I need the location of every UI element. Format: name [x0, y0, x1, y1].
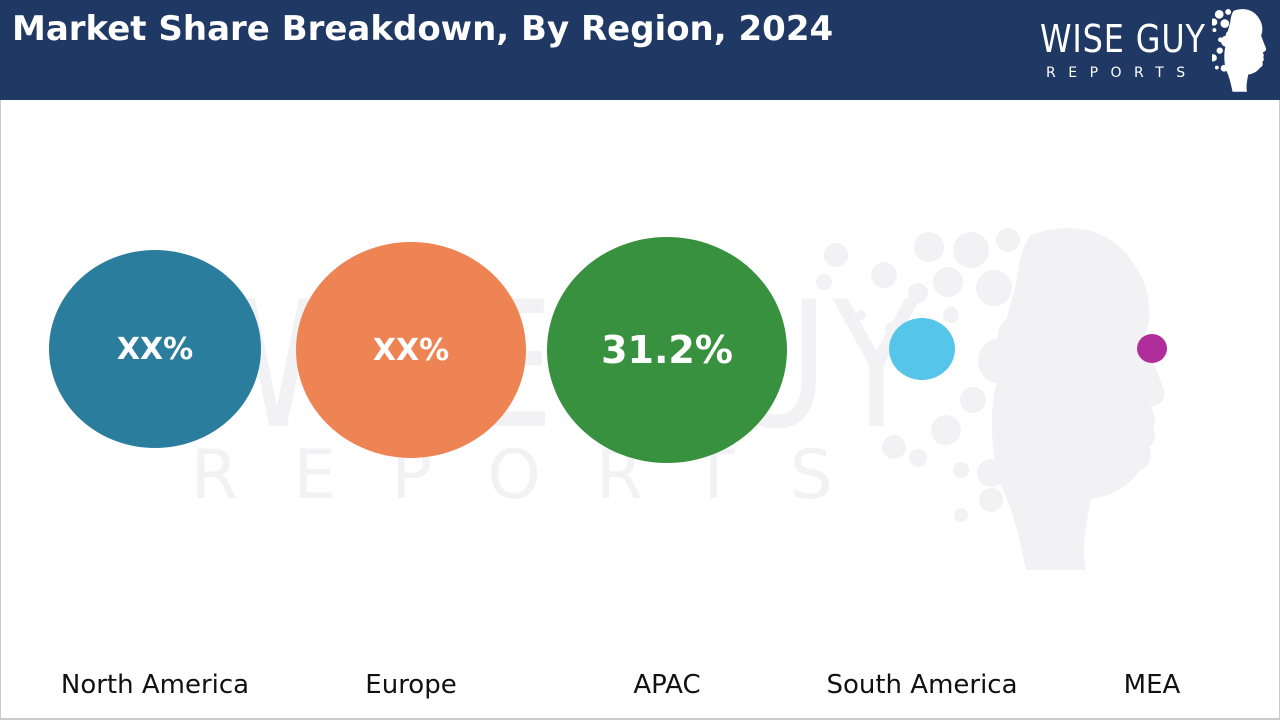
bubble-value-apac: 31.2% — [601, 328, 733, 372]
category-label-europe: Europe — [365, 670, 457, 700]
bubble-europe: XX% — [296, 242, 526, 458]
bubble-south-america — [889, 318, 955, 380]
category-label-north-america: North America — [60, 670, 250, 700]
bubble-mea — [1137, 334, 1167, 363]
wiseguy-logo: WISE GUY REPORTS — [1040, 4, 1270, 96]
chart-title: Market Share Breakdown, By Region, 2024 — [12, 9, 834, 49]
bubble-apac: 31.2% — [547, 237, 787, 463]
category-label-apac: APAC — [633, 670, 701, 700]
category-label-south-america: South America — [826, 670, 1018, 700]
bubble-north-america: XX% — [49, 250, 261, 448]
logo-subtitle: REPORTS — [1046, 64, 1198, 81]
bubble-value-north-america: XX% — [116, 331, 194, 367]
logo-head-icon — [1212, 9, 1267, 92]
chart-area: WISE GUY REPORTS XX% XX% 31.2% — [0, 100, 1280, 720]
logo-wordmark-block: WISE GUY REPORTS — [1040, 20, 1212, 81]
watermark-head-icon — [816, 228, 1165, 571]
header-bar: Market Share Breakdown, By Region, 2024 … — [0, 0, 1280, 100]
bubble-value-europe: XX% — [372, 332, 450, 368]
watermark-subtitle: REPORTS — [191, 436, 888, 515]
category-label-mea: MEA — [1123, 670, 1181, 700]
logo-wordmark: WISE GUY — [1040, 16, 1206, 61]
